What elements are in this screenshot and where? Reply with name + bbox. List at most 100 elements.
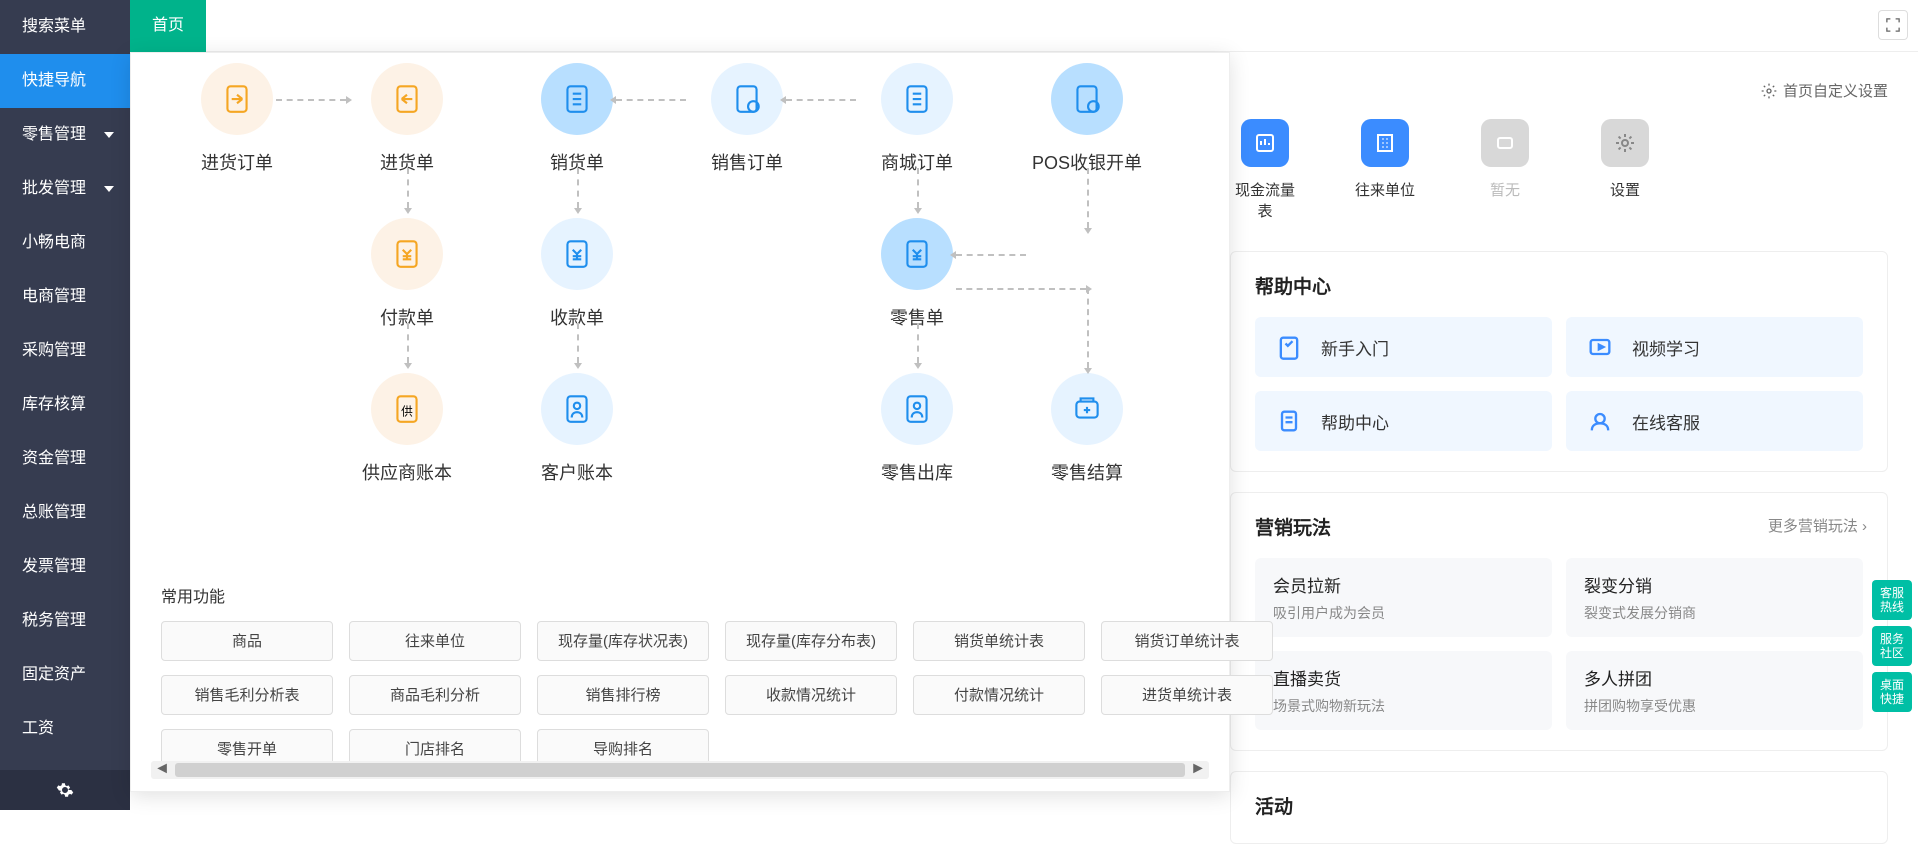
common-function-button[interactable]: 销货单统计表 (913, 621, 1085, 661)
flow-node[interactable]: 商城订单 (831, 63, 1003, 175)
float-button[interactable]: 桌面快捷 (1872, 672, 1912, 712)
stock-out-icon (881, 373, 953, 445)
money-icon (371, 218, 443, 290)
sidebar-item[interactable]: 发票管理 (0, 540, 130, 594)
tab-home[interactable]: 首页 (130, 0, 206, 52)
sidebar-item[interactable]: 批发管理 (0, 162, 130, 216)
sidebar-item[interactable]: 小畅电商 (0, 216, 130, 270)
marketing-item[interactable]: 会员拉新吸引用户成为会员 (1255, 558, 1552, 637)
customize-label: 首页自定义设置 (1783, 80, 1888, 101)
sidebar-item[interactable]: 快捷导航 (0, 54, 130, 108)
float-button[interactable]: 服务社区 (1872, 626, 1912, 666)
flow-arrow (956, 254, 1026, 256)
flow-arrow (1087, 168, 1089, 228)
doc-icon (1273, 405, 1305, 437)
common-function-button[interactable]: 往来单位 (349, 621, 521, 661)
sidebar-item[interactable]: 电商管理 (0, 270, 130, 324)
float-button[interactable]: 客服热线 (1872, 580, 1912, 620)
report-icon (1241, 119, 1289, 167)
scroll-right-button[interactable]: ► (1189, 761, 1207, 779)
marketing-item[interactable]: 裂变分销裂变式发展分销商 (1566, 558, 1863, 637)
sidebar-item[interactable]: 库存核算 (0, 378, 130, 432)
marketing-more-link[interactable]: 更多营销玩法 › (1768, 515, 1867, 536)
flow-node[interactable]: 进货单 (321, 63, 493, 175)
gear-icon (1601, 119, 1649, 167)
shortcut-label: 设置 (1590, 179, 1660, 200)
sidebar-item[interactable]: 采购管理 (0, 324, 130, 378)
flow-label: 零售结算 (1001, 459, 1173, 485)
flow-node[interactable]: 进货订单 (151, 63, 323, 175)
horizontal-scrollbar[interactable]: ◄ ► (151, 761, 1209, 779)
sidebar: 搜索菜单快捷导航零售管理批发管理小畅电商电商管理采购管理库存核算资金管理总账管理… (0, 0, 130, 810)
common-functions-grid: 商品往来单位现存量(库存状况表)现存量(库存分布表)销货单统计表销货订单统计表销… (131, 621, 1229, 769)
common-function-button[interactable]: 进货单统计表 (1101, 675, 1273, 715)
flow-node[interactable]: 销货单 (491, 63, 663, 175)
shortcut-item[interactable]: 暂无 (1470, 119, 1540, 221)
common-function-button[interactable]: 收款情况统计 (725, 675, 897, 715)
guide-icon (1273, 331, 1305, 363)
supplier-icon: 供 (371, 373, 443, 445)
common-function-button[interactable]: 商品毛利分析 (349, 675, 521, 715)
fullscreen-icon (1886, 18, 1900, 32)
flow-node[interactable]: 零售结算 (1001, 373, 1173, 485)
scrollbar-thumb[interactable] (175, 763, 1185, 777)
activity-title: 活动 (1255, 792, 1863, 819)
common-function-button[interactable]: 销售毛利分析表 (161, 675, 333, 715)
common-function-button[interactable]: 销货订单统计表 (1101, 621, 1273, 661)
shortcut-item[interactable]: 往来单位 (1350, 119, 1420, 221)
support-icon (1584, 405, 1616, 437)
marketing-item[interactable]: 直播卖货场景式购物新玩法 (1255, 651, 1552, 730)
flow-arrow (917, 168, 919, 208)
sidebar-item[interactable]: 固定资产 (0, 648, 130, 702)
flow-arrow (407, 168, 409, 208)
common-functions-header: 常用功能 (131, 583, 1229, 621)
flow-node[interactable]: 供供应商账本 (321, 373, 493, 485)
common-function-button[interactable]: 商品 (161, 621, 333, 661)
sidebar-item[interactable]: 工资 (0, 702, 130, 756)
flow-node[interactable]: 客户账本 (491, 373, 663, 485)
marketing-item-title: 直播卖货 (1273, 665, 1534, 690)
doc-in-icon (201, 63, 273, 135)
flow-node[interactable]: 零售单 (831, 218, 1003, 330)
marketing-item-desc: 吸引用户成为会员 (1273, 603, 1534, 623)
tab-bar: 首页 (130, 0, 1918, 52)
flow-node[interactable]: POS收银开单 (1001, 63, 1173, 175)
help-item[interactable]: 在线客服 (1566, 391, 1863, 451)
gear-icon (56, 781, 74, 799)
flow-arrow (1087, 288, 1089, 368)
flow-node[interactable]: 零售出库 (831, 373, 1003, 485)
flow-arrow (577, 168, 579, 208)
help-label: 视频学习 (1632, 335, 1700, 360)
svg-text:供: 供 (401, 404, 413, 418)
common-function-button[interactable]: 现存量(库存分布表) (725, 621, 897, 661)
scroll-left-button[interactable]: ◄ (153, 761, 171, 779)
common-function-button[interactable]: 付款情况统计 (913, 675, 1085, 715)
sidebar-item[interactable]: 总账管理 (0, 486, 130, 540)
shortcut-item[interactable]: 设置 (1590, 119, 1660, 221)
customer-icon (541, 373, 613, 445)
marketing-panel: 营销玩法 更多营销玩法 › 会员拉新吸引用户成为会员裂变分销裂变式发展分销商直播… (1230, 492, 1888, 751)
flow-arrow (577, 323, 579, 363)
flow-node[interactable]: 付款单 (321, 218, 493, 330)
sidebar-item[interactable]: 搜索菜单 (0, 0, 130, 54)
sidebar-item[interactable]: 零售管理 (0, 108, 130, 162)
doc-lock-icon (1051, 63, 1123, 135)
help-item[interactable]: 帮助中心 (1255, 391, 1552, 451)
common-function-button[interactable]: 销售排行榜 (537, 675, 709, 715)
marketing-item[interactable]: 多人拼团拼团购物享受优惠 (1566, 651, 1863, 730)
help-item[interactable]: 新手入门 (1255, 317, 1552, 377)
flow-node[interactable]: 收款单 (491, 218, 663, 330)
doc-list-icon (541, 63, 613, 135)
fullscreen-button[interactable] (1878, 10, 1908, 40)
sidebar-item[interactable]: 资金管理 (0, 432, 130, 486)
sidebar-item[interactable]: 税务管理 (0, 594, 130, 648)
help-item[interactable]: 视频学习 (1566, 317, 1863, 377)
common-function-button[interactable]: 现存量(库存状况表) (537, 621, 709, 661)
sidebar-settings[interactable] (0, 770, 130, 810)
help-label: 新手入门 (1321, 335, 1389, 360)
flow-node[interactable]: 销售订单 (661, 63, 833, 175)
marketing-item-title: 多人拼团 (1584, 665, 1845, 690)
homepage-customize-link[interactable]: 首页自定义设置 (1230, 80, 1888, 101)
shortcut-item[interactable]: 现金流量表 (1230, 119, 1300, 221)
flow-arrow (276, 99, 346, 101)
